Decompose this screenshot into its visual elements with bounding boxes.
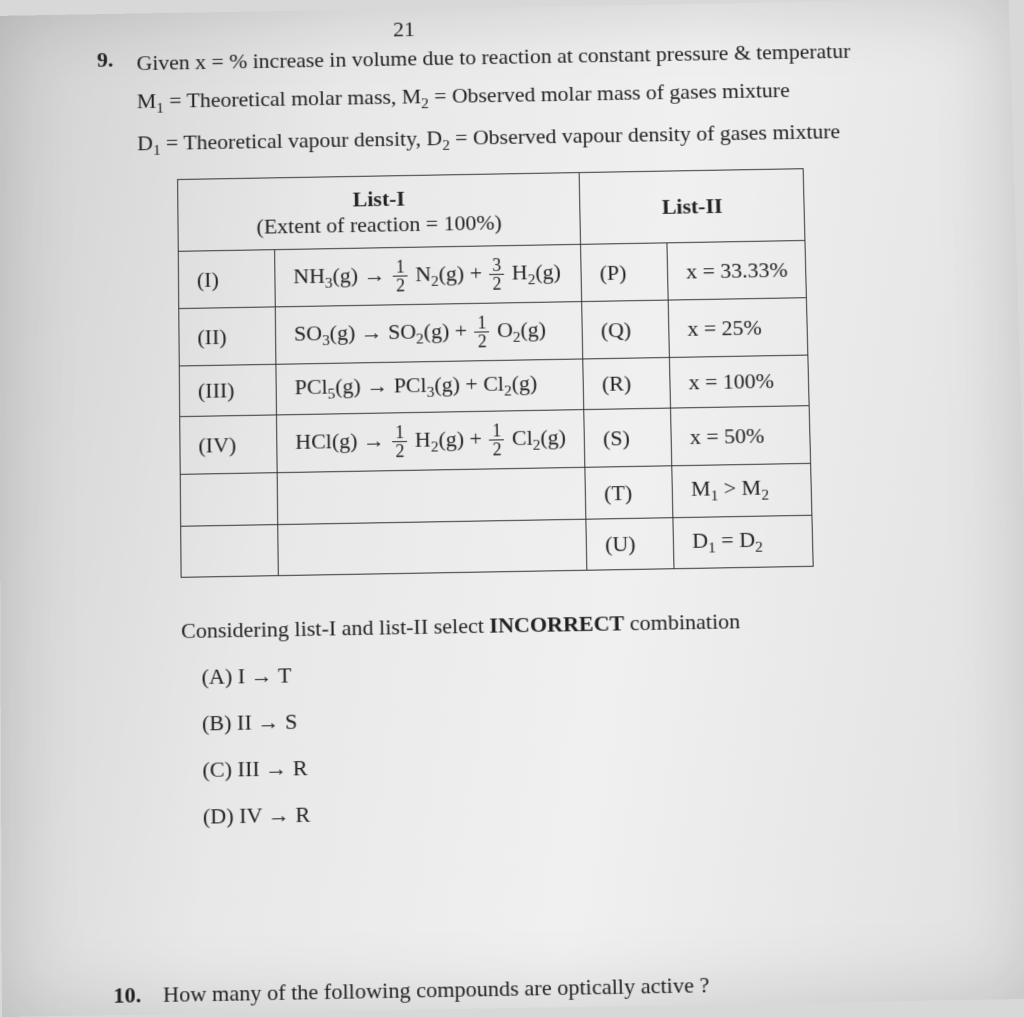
stem-line-2: M1 = Theoretical molar mass, M2 = Observ…	[137, 70, 973, 120]
row-value: D1 = D2	[673, 515, 814, 569]
d1-sub: 1	[153, 142, 161, 159]
row-value: x = 50%	[671, 406, 811, 466]
row-value: x = 25%	[668, 298, 808, 358]
option-b[interactable]: (B) II → S	[202, 697, 991, 737]
d-end: = Observed vapour density of gases mixtu…	[450, 118, 841, 149]
row-roman	[180, 473, 278, 526]
row-equation: PCl5(g) → PCl3(g) + Cl2(g)	[276, 359, 584, 415]
considering-line: Considering list-I and list-II select IN…	[181, 604, 988, 644]
m-mid: = Theoretical molar mass, M	[164, 84, 422, 113]
stem-line-3: D1 = Theoretical vapour density, D2 = Ob…	[137, 112, 973, 162]
row-equation	[277, 468, 586, 525]
row-letter: (Q)	[582, 300, 670, 359]
header-list-2: List-II	[579, 169, 805, 245]
row-equation: NH3(g) → 12 N2(g) + 32 H2(g)	[275, 244, 582, 307]
question-9-stem: Given x = % increase in volume due to re…	[136, 32, 973, 162]
row-roman: (III)	[179, 364, 276, 417]
header-list-1: List-I (Extent of reaction = 100%)	[178, 173, 581, 252]
list-1-subtitle: (Extent of reaction = 100%)	[196, 209, 562, 241]
table-header-row: List-I (Extent of reaction = 100%) List-…	[178, 169, 806, 252]
match-table: List-I (Extent of reaction = 100%) List-…	[177, 168, 814, 578]
row-roman	[181, 524, 279, 577]
row-letter: (U)	[586, 517, 674, 570]
page-header-number: 21	[393, 17, 415, 43]
question-10-number: 10.	[113, 982, 141, 1008]
row-value: M1 > M2	[672, 464, 812, 518]
row-value: x = 33.33%	[667, 240, 807, 300]
question-9-number: 9.	[97, 47, 113, 73]
row-letter: (P)	[581, 243, 669, 302]
row-equation: HCl(g) → 12 H2(g) + 12 Cl2(g)	[276, 410, 585, 473]
d1-label: D	[137, 130, 153, 155]
question-10: 10. How many of the following compounds …	[113, 972, 709, 1009]
m-end: = Observed molar mass of gases mixture	[429, 77, 790, 108]
m1-label: M	[137, 88, 157, 113]
row-value: x = 100%	[670, 355, 810, 408]
exam-page: 21 9. Given x = % increase in volume due…	[0, 0, 1024, 1017]
d-mid: = Theoretical vapour density, D	[160, 125, 442, 154]
row-roman: (II)	[179, 307, 276, 366]
option-c[interactable]: (C) III → R	[202, 743, 992, 783]
row-letter: (R)	[583, 357, 671, 410]
row-roman: (I)	[178, 250, 275, 309]
options-block: (A) I → T (B) II → S (C) III → R (D) IV …	[201, 650, 993, 830]
option-d[interactable]: (D) IV → R	[203, 790, 994, 830]
row-letter: (S)	[584, 408, 672, 467]
row-roman: (IV)	[180, 415, 277, 474]
table-row: (U) D1 = D2	[181, 515, 814, 577]
option-a[interactable]: (A) I → T	[201, 650, 989, 690]
row-equation	[278, 519, 587, 576]
row-equation: SO3(g) → SO2(g) + 12 O2(g)	[275, 302, 583, 365]
row-letter: (T)	[585, 466, 673, 519]
